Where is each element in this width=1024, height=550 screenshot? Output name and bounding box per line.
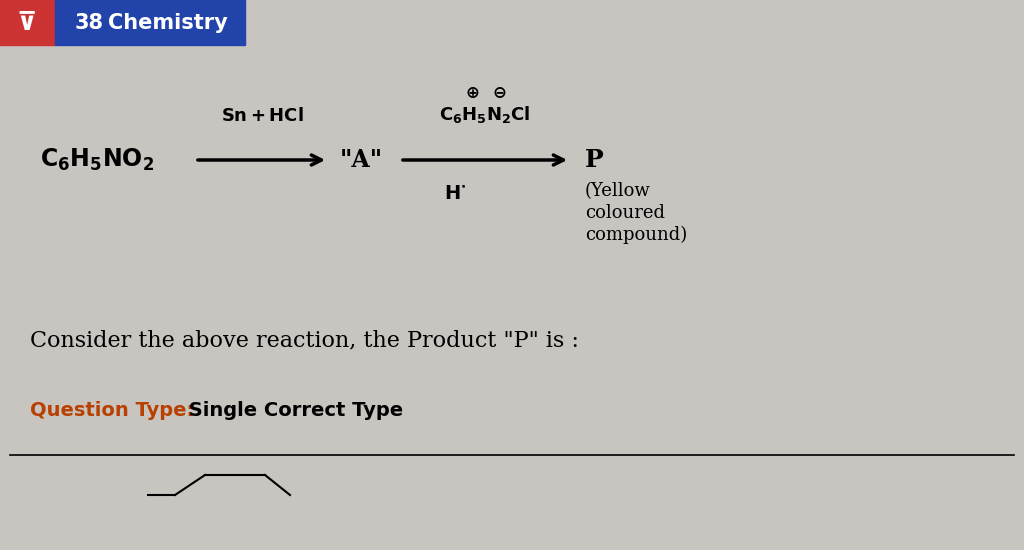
Text: $\mathbf{C_6H_5NO_2}$: $\mathbf{C_6H_5NO_2}$: [40, 147, 155, 173]
Text: ⊕: ⊕: [465, 84, 479, 102]
Text: Consider the above reaction, the Product "P" is :: Consider the above reaction, the Product…: [30, 329, 579, 351]
Text: $\mathbf{Sn + HCl}$: $\mathbf{Sn + HCl}$: [220, 107, 303, 125]
Bar: [55, 0, 245, 45]
Text: 38: 38: [75, 13, 104, 33]
Text: ⊖: ⊖: [493, 84, 506, 102]
Text: "A": "A": [340, 148, 383, 172]
Text: $\mathbf{C_6H_5N_2Cl}$: $\mathbf{C_6H_5N_2Cl}$: [439, 104, 530, 125]
Text: coloured: coloured: [585, 204, 665, 222]
Text: P: P: [585, 148, 604, 172]
Text: $\mathbf{H^{\bullet}}$: $\mathbf{H^{\bullet}}$: [443, 185, 466, 203]
Bar: [0, 0, 55, 45]
Text: ⊽: ⊽: [16, 11, 37, 35]
Text: compound): compound): [585, 226, 687, 244]
Text: Chemistry: Chemistry: [108, 13, 227, 33]
Text: Question Type:: Question Type:: [30, 400, 195, 420]
Text: (Yellow: (Yellow: [585, 182, 650, 200]
Text: Single Correct Type: Single Correct Type: [182, 400, 403, 420]
